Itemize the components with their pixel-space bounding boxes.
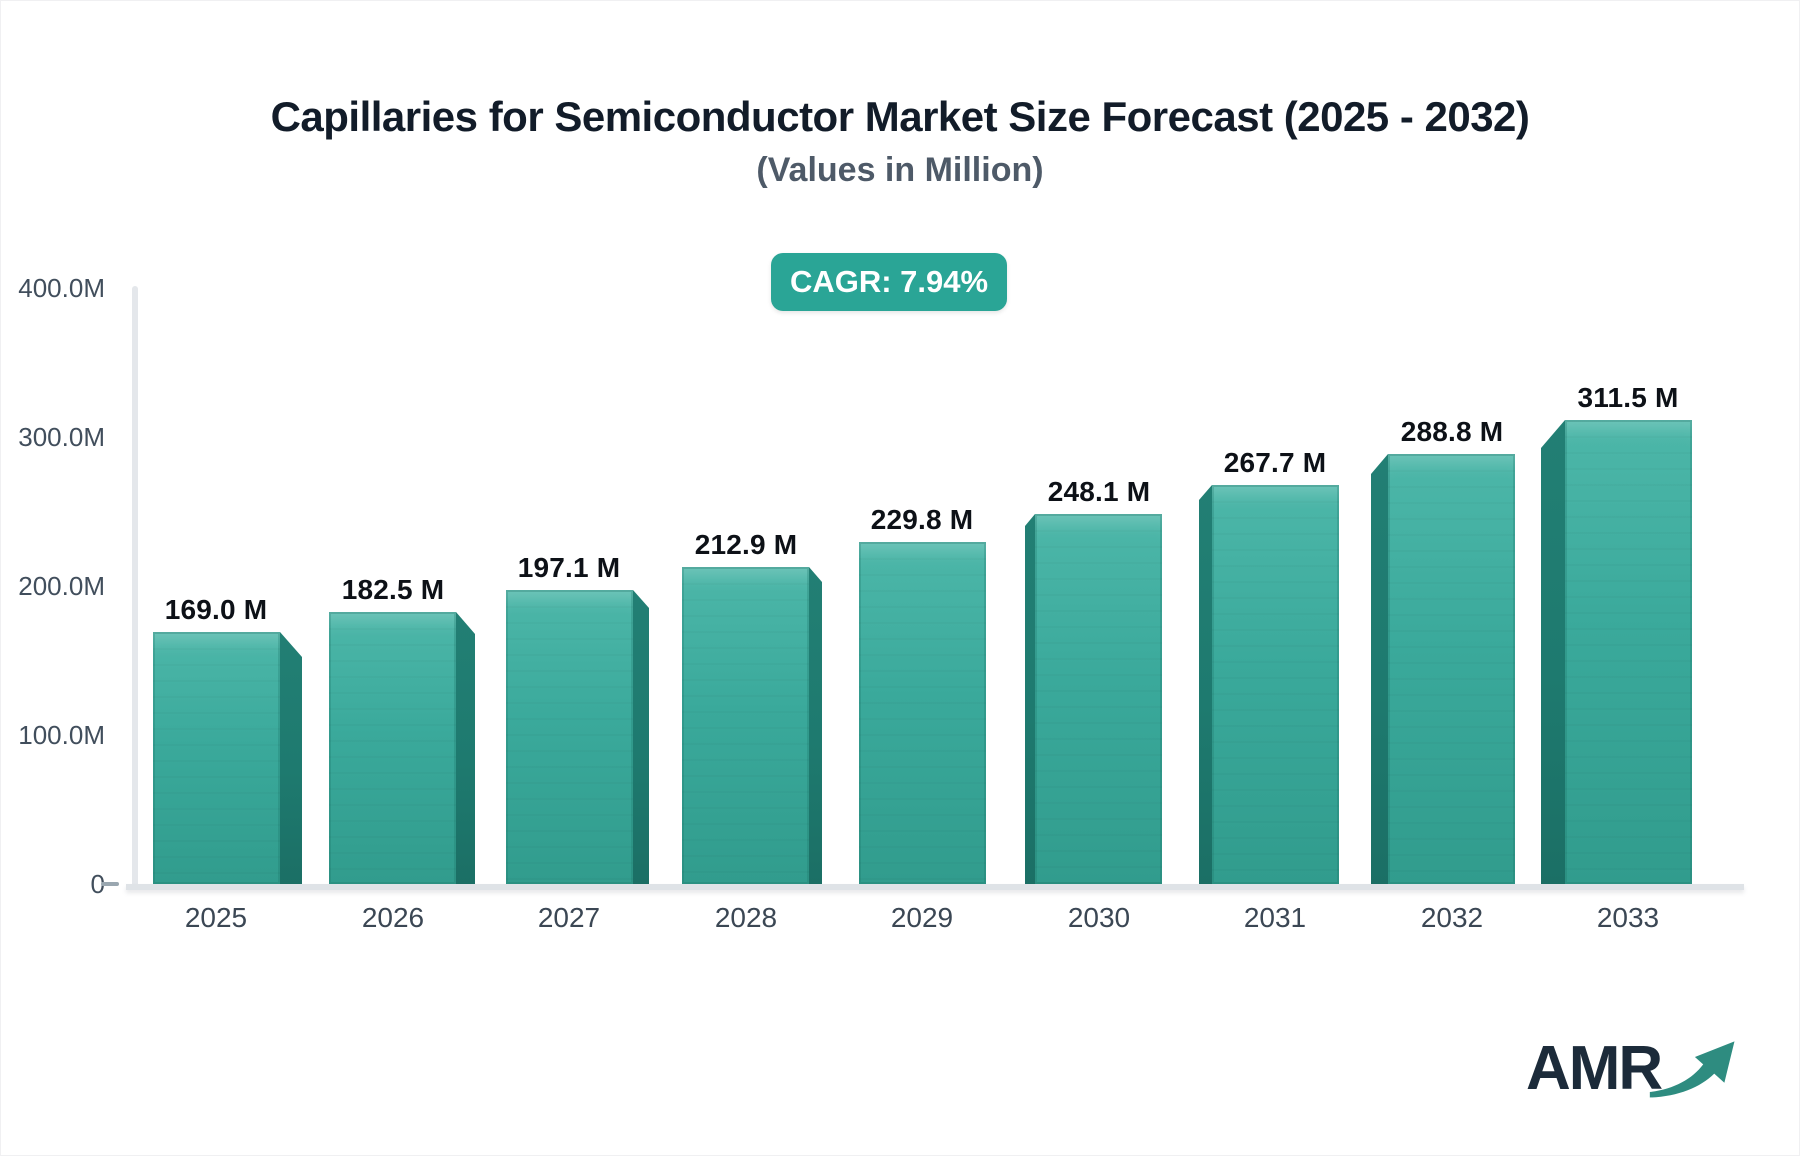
bar-2027 bbox=[506, 590, 633, 884]
x-tick-label-2030: 2030 bbox=[1067, 902, 1131, 933]
y-tick-label-400.0M: 400.0M bbox=[18, 273, 105, 303]
bar-2030 bbox=[1035, 514, 1162, 884]
cagr-badge-label: CAGR: 7.94% bbox=[789, 264, 989, 299]
x-tick-label-2027: 2027 bbox=[537, 902, 601, 933]
bar-side-face-2033 bbox=[1541, 420, 1565, 884]
y-tick-label-0: 0 bbox=[90, 869, 105, 899]
bar-side-face-2026 bbox=[456, 612, 475, 884]
bar-texture bbox=[506, 590, 633, 884]
bar-value-label-2027: 197.1 M bbox=[517, 552, 621, 583]
zero-tick-dash bbox=[101, 882, 119, 886]
bar-side-face-2031 bbox=[1199, 485, 1212, 884]
bar-texture bbox=[1035, 514, 1162, 884]
bar-texture bbox=[859, 542, 986, 884]
bar-2031 bbox=[1212, 485, 1339, 884]
x-axis-baseline bbox=[126, 884, 1744, 890]
bar-value-label-2025: 169.0 M bbox=[164, 594, 268, 625]
bar-texture bbox=[682, 567, 809, 884]
bar-texture bbox=[1388, 454, 1515, 884]
cagr-badge: CAGR: 7.94% bbox=[771, 253, 1007, 311]
y-axis-line bbox=[132, 286, 138, 890]
x-tick-label-2025: 2025 bbox=[184, 902, 248, 933]
bar-2029 bbox=[859, 542, 986, 884]
amr-logo-text: AMR bbox=[1526, 1034, 1663, 1103]
bar-value-label-2033: 311.5 M bbox=[1577, 382, 1679, 413]
x-tick-label-2028: 2028 bbox=[714, 902, 778, 933]
y-tick-label-300.0M: 300.0M bbox=[18, 422, 105, 452]
bar-texture bbox=[153, 632, 280, 884]
y-tick-label-200.0M: 200.0M bbox=[18, 571, 105, 601]
bar-side-face-2025 bbox=[280, 632, 302, 884]
bar-value-label-2028: 212.9 M bbox=[694, 529, 798, 560]
bar-texture bbox=[329, 612, 456, 884]
bar-texture bbox=[1565, 420, 1692, 884]
chart-subtitle: (Values in Million) bbox=[756, 151, 1044, 189]
x-tick-label-2033: 2033 bbox=[1596, 902, 1660, 933]
bar-value-label-2030: 248.1 M bbox=[1047, 476, 1151, 507]
bar-texture bbox=[1212, 485, 1339, 884]
bar-value-label-2029: 229.8 M bbox=[870, 504, 974, 535]
bar-2032 bbox=[1388, 454, 1515, 884]
growth-arrow-icon bbox=[1649, 1041, 1735, 1098]
bar-value-label-2031: 267.7 M bbox=[1223, 447, 1327, 478]
bar-side-face-2032 bbox=[1371, 454, 1388, 884]
x-tick-label-2026: 2026 bbox=[361, 902, 425, 933]
x-tick-label-2032: 2032 bbox=[1420, 902, 1484, 933]
bar-side-face-2030 bbox=[1025, 514, 1035, 884]
bar-value-label-2026: 182.5 M bbox=[341, 574, 445, 605]
bar-side-face-2028 bbox=[809, 567, 822, 884]
y-tick-label-100.0M: 100.0M bbox=[18, 720, 105, 750]
bar-2028 bbox=[682, 567, 809, 884]
bar-2026 bbox=[329, 612, 456, 884]
amr-logo: AMR bbox=[1526, 1029, 1756, 1119]
bar-side-face-2027 bbox=[633, 590, 649, 884]
x-tick-label-2029: 2029 bbox=[890, 902, 954, 933]
x-tick-label-2031: 2031 bbox=[1243, 902, 1307, 933]
chart-title: Capillaries for Semiconductor Market Siz… bbox=[270, 93, 1530, 140]
bar-value-label-2032: 288.8 M bbox=[1400, 416, 1504, 447]
bar-2033 bbox=[1565, 420, 1692, 884]
bar-2025 bbox=[153, 632, 280, 884]
